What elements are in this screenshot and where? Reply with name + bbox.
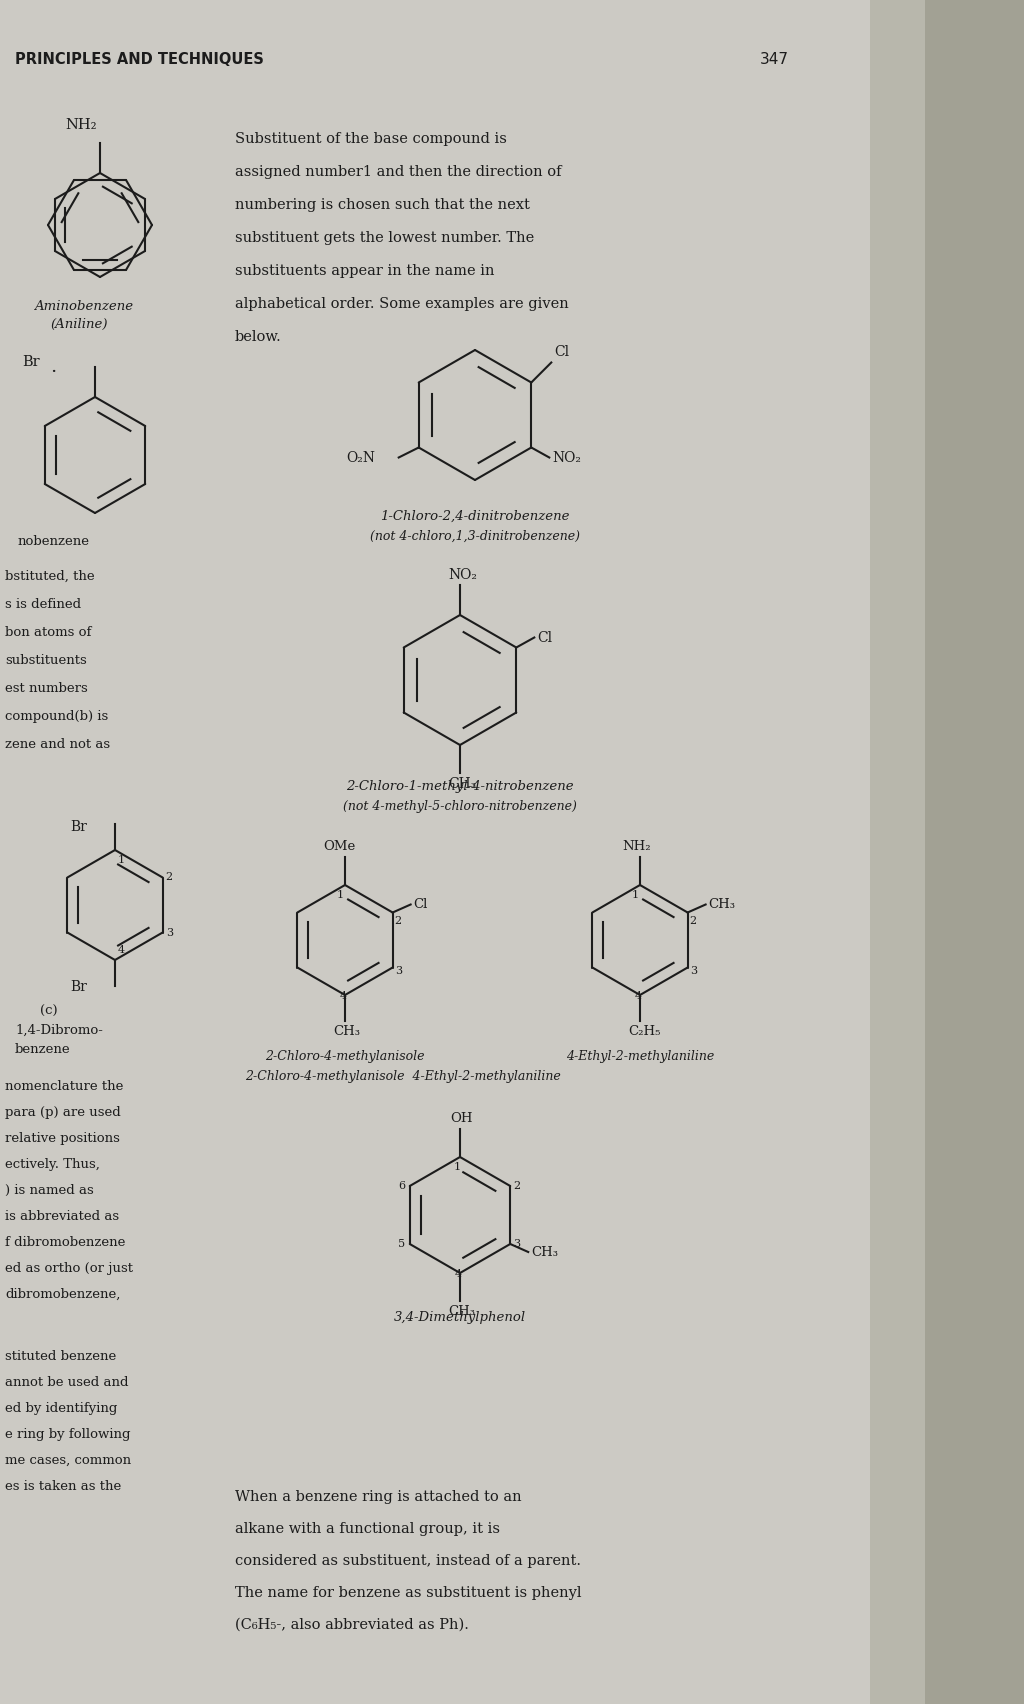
Text: Br: Br [70, 820, 87, 833]
Text: alkane with a functional group, it is: alkane with a functional group, it is [234, 1522, 500, 1535]
Text: OH: OH [450, 1113, 472, 1125]
Text: 3: 3 [513, 1239, 520, 1249]
Text: CH₃: CH₃ [449, 777, 476, 791]
Text: 3: 3 [166, 927, 173, 937]
Text: 4: 4 [635, 992, 642, 1000]
Text: 4: 4 [340, 992, 347, 1000]
Text: NO₂: NO₂ [552, 450, 582, 465]
Text: ectively. Thus,: ectively. Thus, [5, 1159, 100, 1171]
Text: 5: 5 [397, 1239, 404, 1249]
Text: Br: Br [22, 354, 40, 370]
Text: (c): (c) [40, 1005, 57, 1017]
Text: ed as ortho (or just: ed as ortho (or just [5, 1263, 133, 1275]
Text: 2-Chloro-4-methylanisole  4-Ethyl-2-methylaniline: 2-Chloro-4-methylanisole 4-Ethyl-2-methy… [245, 1070, 561, 1084]
Text: 3: 3 [394, 966, 401, 975]
Text: zene and not as: zene and not as [5, 738, 111, 751]
Text: f dibromobenzene: f dibromobenzene [5, 1235, 125, 1249]
Text: .: . [50, 358, 56, 377]
Text: (Aniline): (Aniline) [50, 319, 108, 331]
Text: numbering is chosen such that the next: numbering is chosen such that the next [234, 198, 529, 211]
Text: (C₆H₅-, also abbreviated as Ph).: (C₆H₅-, also abbreviated as Ph). [234, 1619, 469, 1632]
Text: 1: 1 [454, 1162, 461, 1172]
Text: NH₂: NH₂ [65, 118, 96, 131]
Bar [925, 0, 1024, 1704]
Text: NH₂: NH₂ [622, 840, 650, 854]
Text: 2-Chloro-4-methylanisole: 2-Chloro-4-methylanisole [265, 1050, 425, 1063]
Text: e ring by following: e ring by following [5, 1428, 130, 1442]
Text: 2: 2 [166, 872, 173, 883]
Text: 2-Chloro-1-methyl-4-nitrobenzene: 2-Chloro-1-methyl-4-nitrobenzene [346, 780, 573, 792]
Text: O₂N: O₂N [347, 450, 376, 465]
Text: est numbers: est numbers [5, 682, 88, 695]
Text: 4: 4 [455, 1269, 462, 1280]
Text: 2: 2 [394, 917, 401, 927]
Text: CH₃: CH₃ [709, 898, 735, 912]
Text: me cases, common: me cases, common [5, 1454, 131, 1467]
Text: (not 4-chloro,1,3-dinitrobenzene): (not 4-chloro,1,3-dinitrobenzene) [370, 530, 580, 544]
Text: 2: 2 [689, 917, 696, 927]
Text: compound(b) is: compound(b) is [5, 711, 109, 722]
Text: 1,4-Dibromo-: 1,4-Dibromo- [15, 1024, 102, 1038]
Text: When a benzene ring is attached to an: When a benzene ring is attached to an [234, 1489, 521, 1505]
Text: nomenclature the: nomenclature the [5, 1080, 123, 1092]
Text: benzene: benzene [15, 1043, 71, 1056]
Text: relative positions: relative positions [5, 1131, 120, 1145]
Text: substituents: substituents [5, 654, 87, 666]
Text: PRINCIPLES AND TECHNIQUES: PRINCIPLES AND TECHNIQUES [15, 53, 264, 66]
Text: 347: 347 [760, 53, 790, 66]
Text: substituent gets the lowest number. The: substituent gets the lowest number. The [234, 232, 535, 245]
Text: annot be used and: annot be used and [5, 1377, 128, 1389]
Text: below.: below. [234, 331, 282, 344]
Text: Br: Br [70, 980, 87, 993]
Text: es is taken as the: es is taken as the [5, 1481, 121, 1493]
Text: 6: 6 [397, 1181, 404, 1191]
Text: dibromobenzene,: dibromobenzene, [5, 1288, 121, 1300]
Text: bstituted, the: bstituted, the [5, 571, 94, 583]
Text: Cl: Cl [538, 630, 552, 644]
Text: C₂H₅: C₂H₅ [628, 1026, 660, 1038]
Text: is abbreviated as: is abbreviated as [5, 1210, 119, 1223]
Text: (not 4-methyl-5-chloro-nitrobenzene): (not 4-methyl-5-chloro-nitrobenzene) [343, 799, 577, 813]
Text: para (p) are used: para (p) are used [5, 1106, 121, 1120]
Text: ed by identifying: ed by identifying [5, 1402, 118, 1414]
Text: 1: 1 [118, 855, 125, 866]
Text: substituents appear in the name in: substituents appear in the name in [234, 264, 495, 278]
Text: 4: 4 [118, 946, 125, 954]
Text: Cl: Cl [414, 898, 428, 912]
Text: NO₂: NO₂ [449, 567, 477, 583]
Text: CH₃: CH₃ [333, 1026, 360, 1038]
Text: s is defined: s is defined [5, 598, 81, 612]
Text: Aminobenzene: Aminobenzene [34, 300, 133, 314]
Text: 1: 1 [337, 889, 344, 900]
Text: stituted benzene: stituted benzene [5, 1350, 117, 1363]
Text: ) is named as: ) is named as [5, 1184, 94, 1196]
Bar [870, 0, 1024, 1704]
Text: 3,4-Dimethylphenol: 3,4-Dimethylphenol [394, 1310, 526, 1324]
Text: considered as substituent, instead of a parent.: considered as substituent, instead of a … [234, 1554, 581, 1568]
Text: nobenzene: nobenzene [18, 535, 90, 549]
Text: 3: 3 [689, 966, 696, 975]
Text: The name for benzene as substituent is phenyl: The name for benzene as substituent is p… [234, 1586, 582, 1600]
Text: assigned number1 and then the direction of: assigned number1 and then the direction … [234, 165, 561, 179]
Text: Cl: Cl [554, 346, 569, 360]
Text: 1: 1 [632, 889, 639, 900]
Text: alphabetical order. Some examples are given: alphabetical order. Some examples are gi… [234, 296, 568, 312]
Text: 4-Ethyl-2-methylaniline: 4-Ethyl-2-methylaniline [566, 1050, 714, 1063]
Text: bon atoms of: bon atoms of [5, 625, 91, 639]
Text: 1-Chloro-2,4-dinitrobenzene: 1-Chloro-2,4-dinitrobenzene [380, 509, 569, 523]
Text: 2: 2 [513, 1181, 520, 1191]
Text: OMe: OMe [323, 840, 355, 854]
Text: CH₃: CH₃ [449, 1305, 475, 1317]
Text: Substituent of the base compound is: Substituent of the base compound is [234, 131, 507, 147]
Text: CH₃: CH₃ [531, 1246, 558, 1259]
